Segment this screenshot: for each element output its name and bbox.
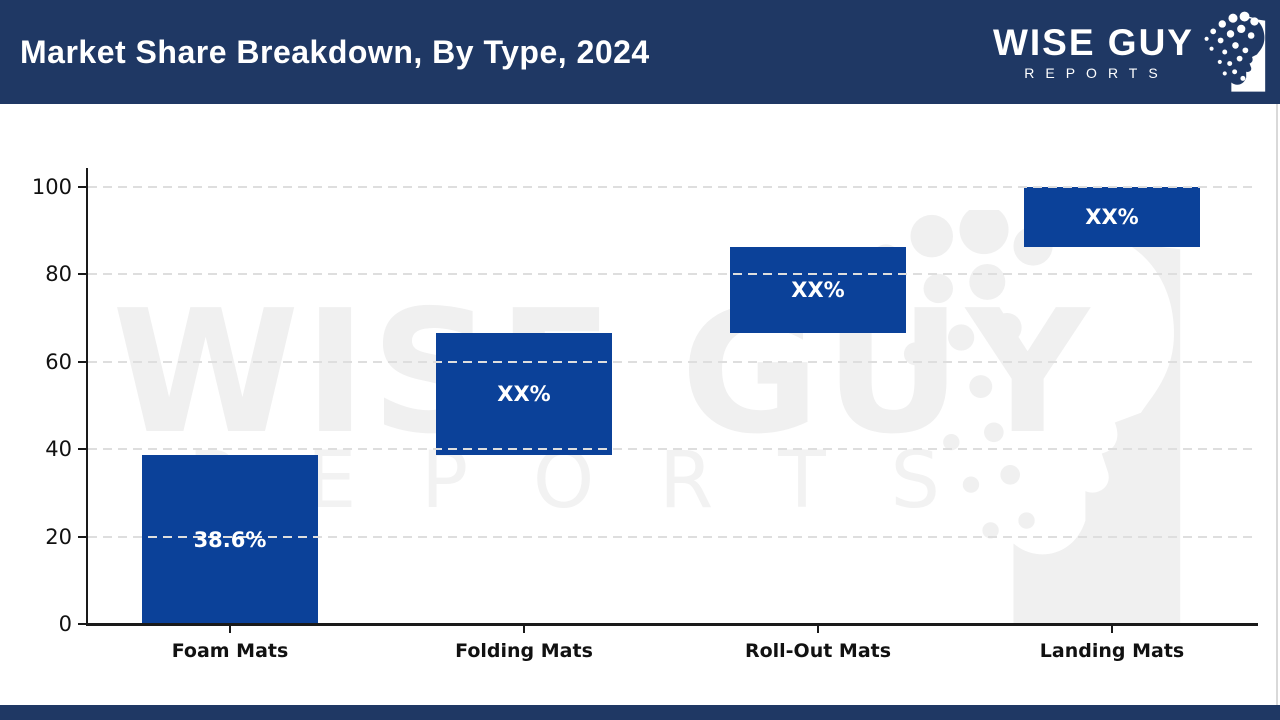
page-right-border [1276, 104, 1278, 705]
wise-guy-logo: WISE GUY REPORTS [993, 10, 1266, 94]
y-tick-40 [78, 448, 87, 451]
bar-roll-out-mats [730, 247, 906, 333]
gridline-40 [88, 448, 1253, 451]
y-tick-100 [78, 186, 87, 188]
bar-foam-mats [142, 455, 318, 624]
gridline-60 [88, 360, 1253, 363]
x-tick-landing-mats [1111, 626, 1113, 633]
y-tick-label-0: 0 [58, 612, 72, 636]
x-axis-line [86, 623, 1258, 626]
y-axis-line [86, 168, 88, 626]
bar-folding-mats [436, 332, 612, 456]
x-tick-folding-mats [523, 626, 525, 633]
bar-value-label-folding-mats: XX% [497, 381, 551, 406]
y-tick-label-80: 80 [45, 262, 72, 287]
x-tick-label-roll-out-mats: Roll-Out Mats [744, 640, 892, 662]
y-tick-80 [78, 273, 87, 276]
logo-face-icon [1204, 11, 1266, 92]
gridline-20 [88, 535, 1253, 538]
y-tick-label-20: 20 [45, 524, 72, 549]
x-tick-foam-mats [229, 626, 231, 633]
x-tick-label-folding-mats: Folding Mats [455, 640, 593, 662]
footer-bar [0, 705, 1280, 720]
bar-value-label-landing-mats: XX% [1085, 205, 1139, 230]
logo-wordmark: WISE GUY [992, 21, 1194, 63]
x-tick-label-landing-mats: Landing Mats [1039, 640, 1185, 662]
logo-text: WISE GUY REPORTS [993, 24, 1194, 81]
gridline-100 [88, 186, 1253, 188]
logo-subtitle: REPORTS [1024, 64, 1169, 81]
x-tick-roll-out-mats [817, 626, 819, 633]
bar-value-label-foam-mats: 38.6% [193, 527, 267, 552]
bar-landing-mats [1024, 187, 1200, 248]
bar-value-label-roll-out-mats: XX% [791, 277, 845, 302]
y-tick-label-100: 100 [31, 175, 72, 199]
y-tick-20 [78, 535, 87, 538]
gridline-80 [88, 273, 1253, 276]
y-tick-0 [78, 623, 87, 625]
x-tick-label-foam-mats: Foam Mats [171, 640, 289, 662]
header: Market Share Breakdown, By Type, 2024 WI… [0, 0, 1280, 104]
y-tick-label-60: 60 [45, 349, 72, 374]
y-tick-60 [78, 360, 87, 363]
page-title: Market Share Breakdown, By Type, 2024 [20, 33, 650, 70]
y-tick-label-40: 40 [45, 437, 72, 462]
